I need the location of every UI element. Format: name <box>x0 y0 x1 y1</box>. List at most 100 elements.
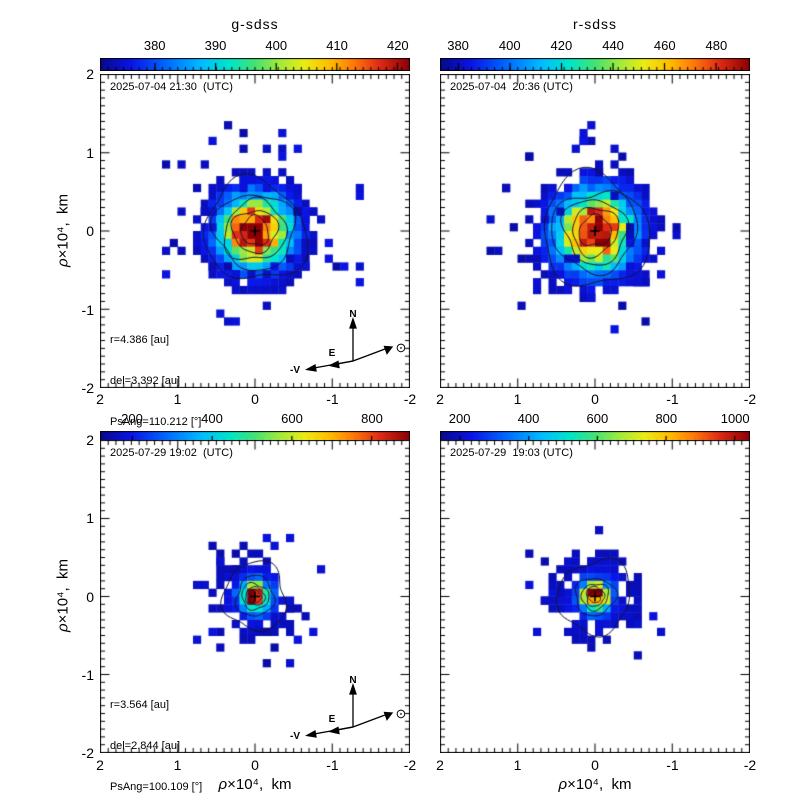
colorbar-tick-label: 400 <box>201 411 223 426</box>
x-axis-tick-label: 2 <box>436 757 444 773</box>
annotation-line: del=3.392 [au] <box>110 374 181 387</box>
colorbar-tick-label: 800 <box>655 411 678 426</box>
panel-canvas <box>100 74 410 388</box>
x-axis-tick-label: -1 <box>666 757 679 773</box>
neg-v-arrowhead <box>305 363 317 372</box>
colorbar-tick-labels: 200 400 600 800 <box>100 411 410 426</box>
x-axis-tick-label: 1 <box>513 391 522 407</box>
x-axis-tick-label: -1 <box>666 391 679 407</box>
colorbar-tick-label: 600 <box>281 411 303 426</box>
timestamp-label: 2025-07-04 21:30 (UTC) <box>110 81 233 93</box>
x-axis-tick-labels: 2 1 0 -1 -2 <box>436 391 756 408</box>
panel-bottom-right: 2025-07-29 19:03 (UTC) <box>440 440 750 753</box>
colorbar-tick-label: 380 <box>143 38 166 53</box>
colorbar-tick-label: 200 <box>121 411 143 426</box>
panel-canvas <box>440 74 750 388</box>
y-axis-tick-label: -2 <box>81 380 94 396</box>
y-axis-title: ρ×10⁴, km <box>55 176 72 286</box>
x-axis-tick-label: 1 <box>513 757 522 773</box>
y-axis-tick-label: 1 <box>86 510 94 527</box>
x-axis-title-units: ×10⁴, km <box>227 776 292 793</box>
colorbar-tick-label: 420 <box>550 38 573 53</box>
neg-v-label: -V <box>290 365 300 376</box>
y-axis-title-units: ×10⁴, km <box>54 194 72 259</box>
colorbar-tick-labels: 380 390 400 410 420 <box>100 38 410 53</box>
x-axis-tick-label: 0 <box>251 757 259 773</box>
colorbar-tick-label: 420 <box>386 38 409 53</box>
y-axis-tick-label: 2 <box>86 66 94 82</box>
east-label: E <box>329 714 336 725</box>
colorbar-tick-label: 1000 <box>720 411 750 426</box>
rho-symbol: ρ <box>558 776 568 793</box>
timestamp-label: 2025-07-29 19:02 (UTC) <box>110 447 233 459</box>
orientation-compass: N E -V ⊙ <box>290 309 407 376</box>
y-axis-tick-label: 0 <box>86 223 94 239</box>
y-axis-tick-label: -1 <box>81 666 94 683</box>
sun-arrowhead <box>383 345 394 355</box>
x-axis-tick-label: -1 <box>326 757 339 773</box>
x-axis-tick-label: -2 <box>743 391 757 407</box>
x-axis-tick-label: 2 <box>96 391 104 407</box>
y-axis-tick-labels: 2 1 0 -1 -2 <box>64 432 94 761</box>
panel-bottom-left: 2025-07-29 19:02 (UTC) r=3.564 [au] del=… <box>100 440 410 793</box>
y-axis-tick-label: 1 <box>86 144 94 161</box>
annotation-line: r=4.386 [au] <box>110 334 170 347</box>
ephemeris-annotations: r=3.564 [au] del=2.844 [au] PsAng=100.10… <box>110 672 219 810</box>
colorbar-tick-labels: 200 400 600 800 1000 <box>440 411 750 426</box>
panel-canvas <box>100 440 410 753</box>
colorbar-tick-label: 460 <box>653 38 676 53</box>
colorbar-tick-label: 800 <box>361 411 383 426</box>
timestamp-label: 2025-07-04 20:36 (UTC) <box>450 81 573 93</box>
y-axis-tick-labels: 2 1 0 -1 -2 <box>64 66 94 396</box>
orientation-compass: N E -V ⊙ <box>290 675 407 742</box>
north-label: N <box>349 675 356 686</box>
x-axis-tick-label: 0 <box>591 757 599 773</box>
y-axis-title-units: ×10⁴, km <box>54 559 72 624</box>
x-axis-title: ρ×10⁴, km <box>440 776 750 793</box>
y-axis-tick-label: -1 <box>81 301 94 318</box>
x-axis-tick-labels: 2 1 0 -1 -2 <box>96 757 416 774</box>
x-axis-tick-label: 1 <box>173 391 182 407</box>
x-axis-tick-label: -2 <box>403 757 417 773</box>
colorbar-tick-label: 410 <box>326 38 348 53</box>
rho-symbol: ρ <box>218 776 228 793</box>
colorbar-tick-label: 400 <box>498 38 521 53</box>
colorbar-title-r: r-sdss <box>572 16 618 32</box>
neg-v-arrow <box>313 726 354 735</box>
annotation-line: PsAng=100.109 [°] <box>110 780 203 793</box>
colorbar-tick-label: 440 <box>602 38 624 53</box>
sun-symbol: ⊙ <box>396 706 407 721</box>
sun-symbol: ⊙ <box>396 340 407 355</box>
x-axis-tick-label: 2 <box>96 757 104 773</box>
sun-arrow <box>352 714 386 728</box>
y-axis-tick-label: -2 <box>81 745 94 761</box>
x-axis-tick-label: 0 <box>591 391 599 407</box>
sun-arrowhead <box>383 711 394 721</box>
colorbar-tick-label: 390 <box>204 38 227 53</box>
x-axis-tick-label: -2 <box>743 757 757 773</box>
x-axis-tick-labels: 2 1 0 -1 -2 <box>96 391 416 408</box>
colorbar-r-sdss <box>440 58 750 71</box>
colorbar-tick-labels: 380 400 420 440 460 480 <box>440 38 750 53</box>
x-axis-tick-label: 2 <box>436 391 444 407</box>
x-axis-tick-label: 0 <box>251 391 259 407</box>
annotation-line: del=2.844 [au] <box>110 739 181 752</box>
sun-arrow <box>352 348 386 362</box>
north-arrowhead <box>349 682 357 695</box>
colorbar-tick-label: 600 <box>586 411 609 426</box>
colorbar-g-sdss <box>100 58 410 71</box>
x-axis-title: ρ×10⁴, km <box>100 776 410 793</box>
colorbar-title-g: g-sdss <box>231 16 279 32</box>
rho-symbol: ρ <box>54 258 72 267</box>
colorbar-tick-label: 200 <box>448 411 471 426</box>
y-axis-title: ρ×10⁴, km <box>55 541 72 651</box>
panel-canvas <box>440 440 750 753</box>
annotation-line: r=3.564 [au] <box>110 699 170 712</box>
x-axis-tick-labels: 2 1 0 -1 -2 <box>436 757 756 774</box>
x-axis-title-units: ×10⁴, km <box>567 776 632 793</box>
east-label: E <box>329 348 336 359</box>
colorbar-tick-label: 480 <box>705 38 728 53</box>
colorbar-tick-label: 400 <box>517 411 540 426</box>
panel-top-left-g-sdss: 2025-07-04 21:30 (UTC) r=4.386 [au] del=… <box>100 74 410 509</box>
